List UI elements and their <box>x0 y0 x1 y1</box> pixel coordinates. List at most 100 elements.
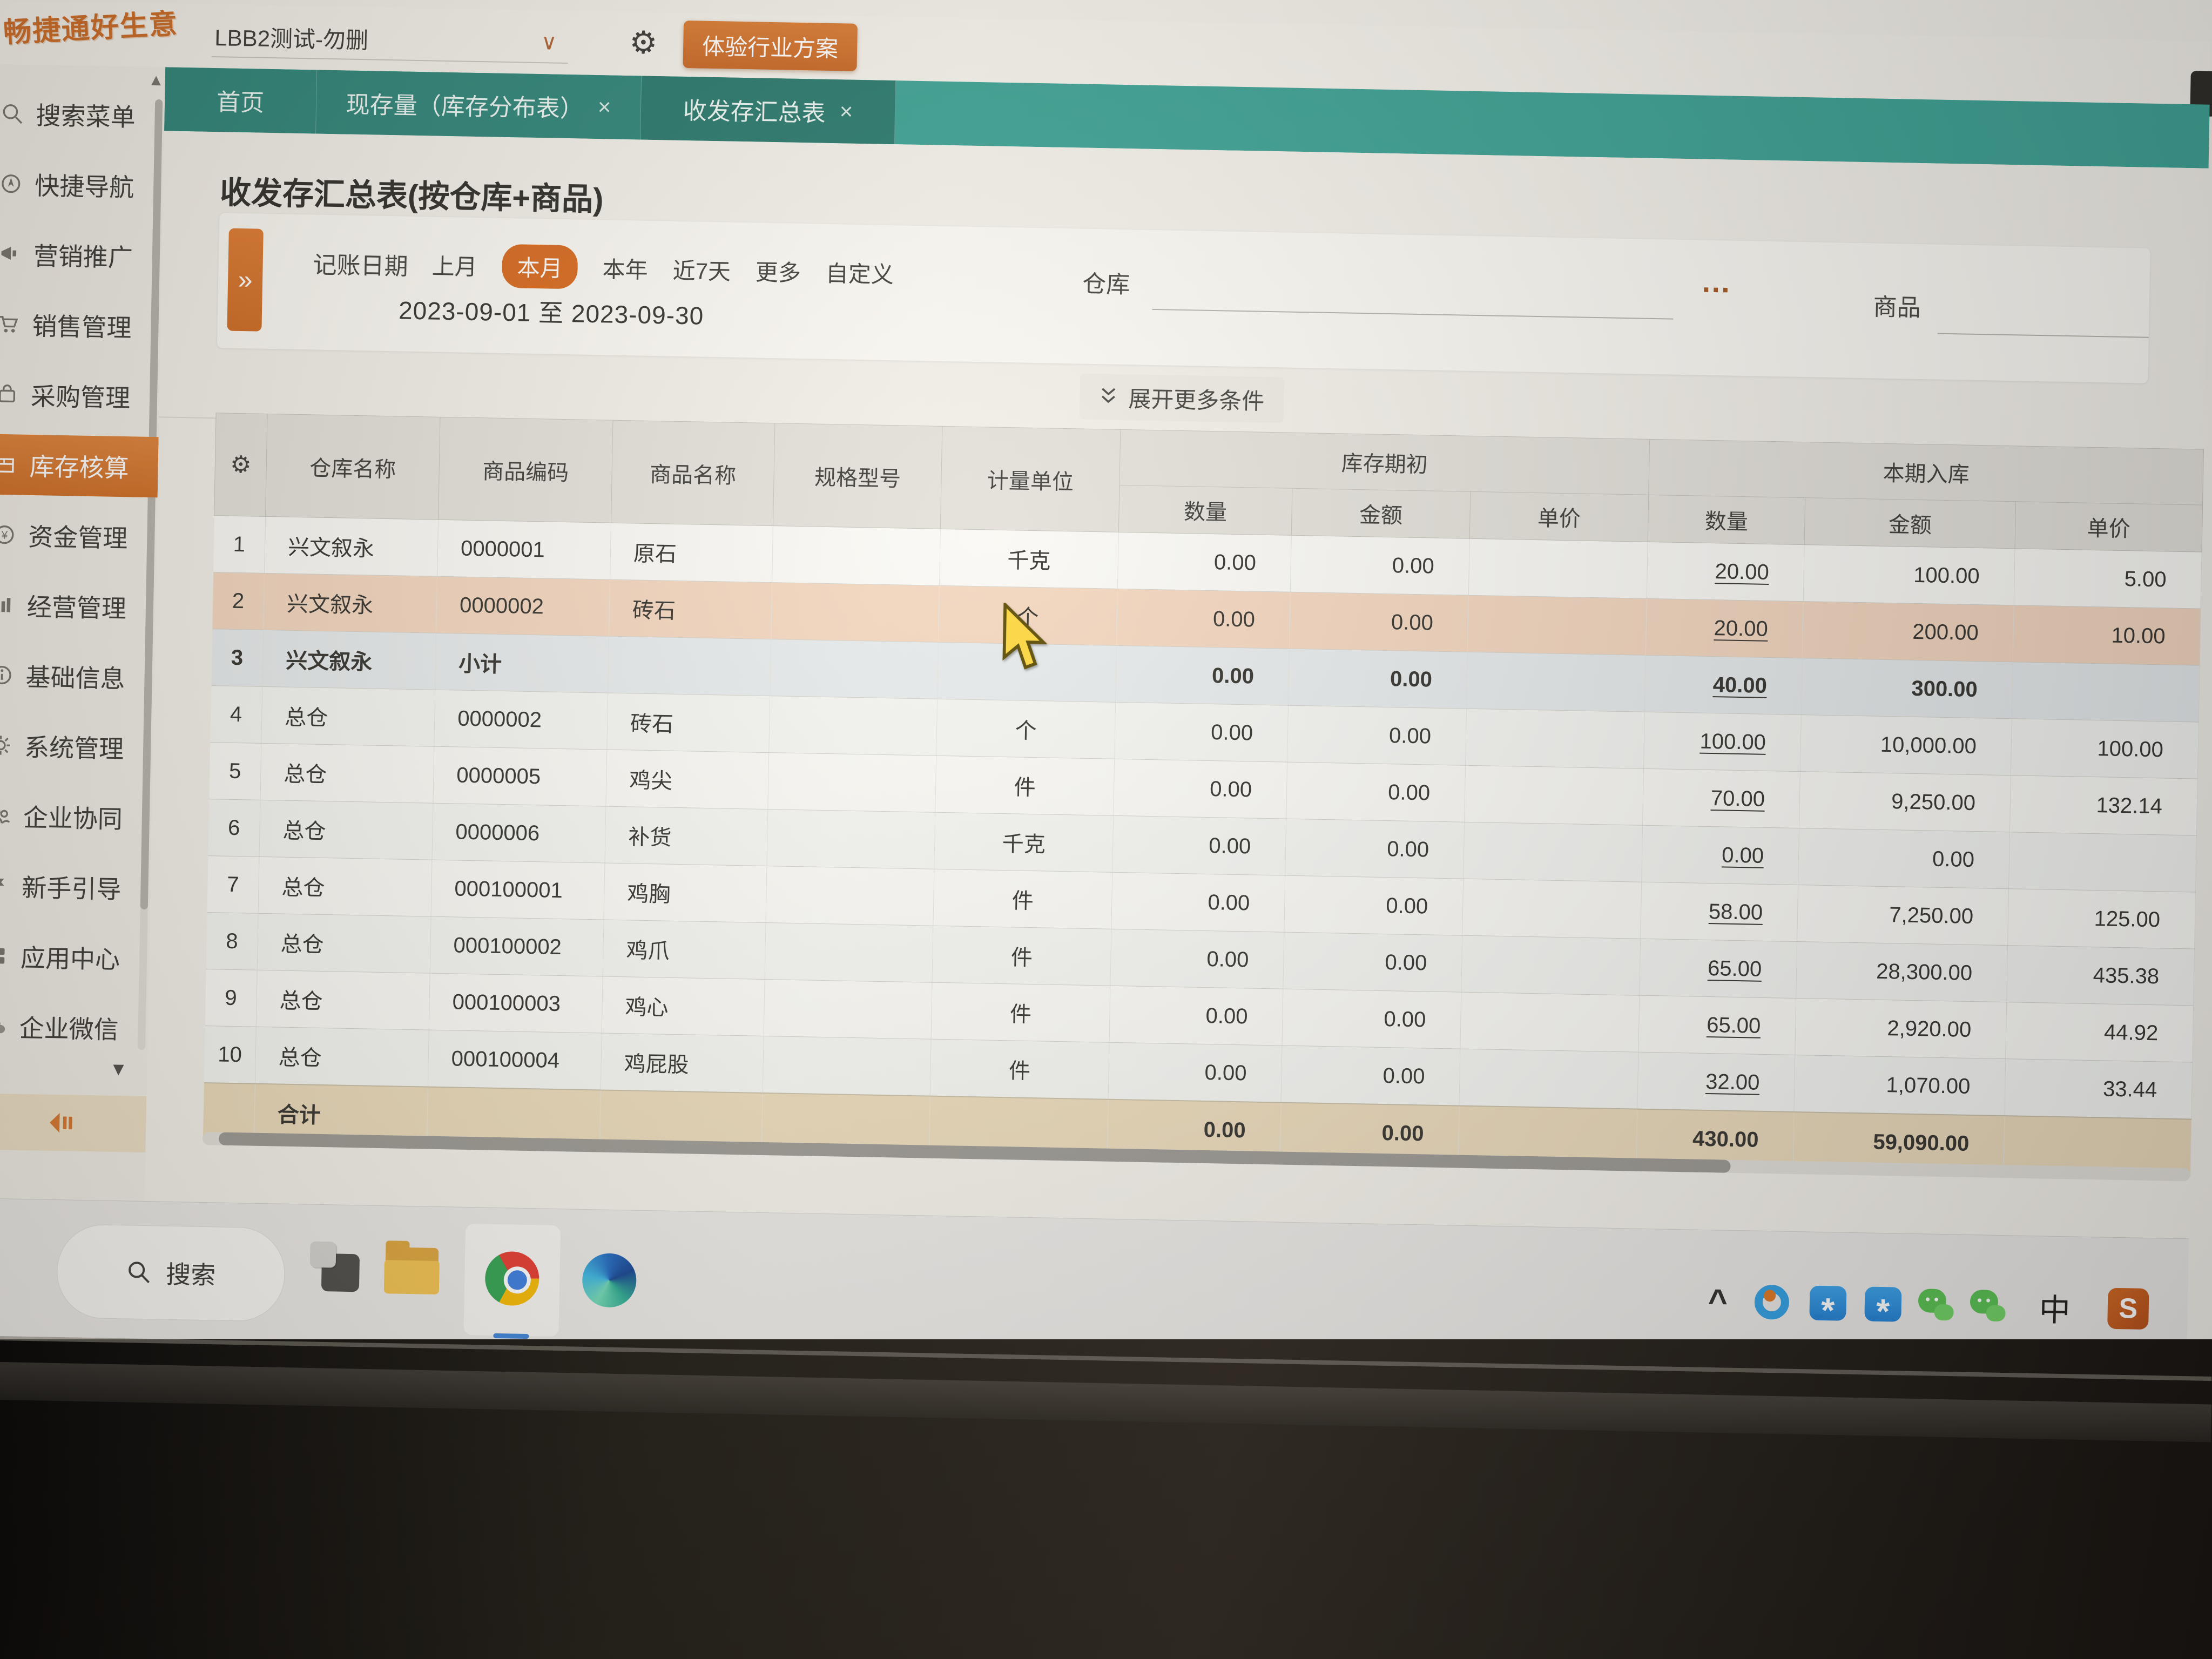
tab-1[interactable]: 现存量（库存分布表） × <box>316 70 642 140</box>
cell-name <box>608 636 771 696</box>
sidebar-item-3[interactable]: 销售管理 <box>0 289 161 362</box>
sidebar-item-0[interactable]: 搜索菜单 <box>0 78 165 152</box>
box-icon <box>0 453 18 477</box>
cell-begin_qty: 0.00 <box>1109 986 1283 1046</box>
cell-warehouse: 总仓 <box>257 913 431 974</box>
laptop-bezel <box>0 1339 2212 1659</box>
bag-icon <box>0 382 19 407</box>
cell-begin_amt: 0.00 <box>1288 649 1468 709</box>
sidebar-item-2[interactable]: 营销推广 <box>0 219 163 292</box>
sidebar-item-13[interactable]: 企业微信 <box>0 990 149 1064</box>
col-header-warehouse[interactable]: 仓库名称 <box>265 414 441 520</box>
date-option-3[interactable]: 近7天 <box>672 258 731 285</box>
in-qty-link[interactable]: 20.00 <box>1715 559 1770 584</box>
cell-begin_qty: 0.00 <box>1116 589 1291 649</box>
edge-button[interactable] <box>574 1242 645 1319</box>
expand-more-conditions-button[interactable]: 展开更多条件 <box>1079 373 1285 423</box>
col-header-unit[interactable]: 计量单位 <box>940 426 1121 532</box>
sidebar-item-4[interactable]: 采购管理 <box>0 359 160 433</box>
tray-chat-bubble-icon[interactable]: * <box>1800 1267 1856 1339</box>
filter-panel: » 记账日期 上月 本月 本年 近7天 更多 自定义 2023-09-01 至 2023-… <box>217 213 2150 383</box>
warehouse-picker-button[interactable]: … <box>1700 264 1735 299</box>
sidebar-item-12[interactable]: 应用中心 <box>0 920 150 994</box>
col-header-opening-amt[interactable]: 金额 <box>1291 488 1471 539</box>
collapse-sidebar-button[interactable] <box>0 1093 147 1153</box>
sidebar-item-label: 基础信息 <box>25 663 126 693</box>
gear-icon[interactable]: ⚙ <box>629 25 658 61</box>
sidebar-item-1[interactable]: 快捷导航 <box>0 149 164 222</box>
page-title: 收发存汇总表(按仓库+商品) <box>219 175 604 218</box>
col-header-code[interactable]: 商品编码 <box>438 417 613 523</box>
in-qty-link[interactable]: 70.00 <box>1710 786 1765 811</box>
taskbar-search[interactable]: 搜索 <box>56 1224 286 1322</box>
sidebar-item-11[interactable]: 新手引导 <box>0 850 151 923</box>
date-option-0[interactable]: 上月 <box>431 253 478 280</box>
sidebar-item-label: 销售管理 <box>32 312 132 342</box>
svg-text:¥: ¥ <box>1 529 8 542</box>
sidebar-scroll-down-icon[interactable]: ▼ <box>109 1058 128 1080</box>
cell-name: 鸡胸 <box>604 863 767 923</box>
in-qty-link[interactable]: 100.00 <box>1700 729 1766 754</box>
col-header-in-amt[interactable]: 金额 <box>1804 497 2016 549</box>
sidebar-item-5[interactable]: 库存核算 <box>0 434 159 498</box>
cell-warehouse: 总仓 <box>255 1027 429 1087</box>
col-header-name[interactable]: 商品名称 <box>611 420 775 526</box>
chrome-button[interactable] <box>475 1240 549 1317</box>
in-qty-link[interactable]: 32.00 <box>1705 1069 1760 1095</box>
col-header-opening-qty[interactable]: 数量 <box>1118 485 1292 536</box>
sidebar-item-8[interactable]: 基础信息 <box>0 640 155 713</box>
warehouse-input[interactable] <box>1152 265 1674 320</box>
in-qty-link[interactable]: 40.00 <box>1712 672 1768 698</box>
in-qty-link[interactable]: 20.00 <box>1714 616 1769 641</box>
sidebar-item-7[interactable]: 经营管理 <box>0 570 156 643</box>
date-option-5[interactable]: 自定义 <box>825 260 894 288</box>
cell-in_qty: 70.00 <box>1642 768 1800 828</box>
cell-in_price: 132.14 <box>2009 775 2198 836</box>
date-option-1[interactable]: 本月 <box>501 244 578 289</box>
ime-indicator[interactable]: 中 <box>2039 1292 2071 1328</box>
sogou-tray-icon[interactable]: S <box>2101 1273 2156 1339</box>
company-selector[interactable]: LBB2测试-勿删 ∨ <box>214 19 557 59</box>
group-header-opening: 库存期初 <box>1119 429 1650 495</box>
in-qty-link[interactable]: 65.00 <box>1706 1013 1761 1038</box>
search-icon <box>0 102 24 126</box>
trial-solution-button[interactable]: 体验行业方案 <box>683 20 858 71</box>
wechat-tray-icon-2[interactable] <box>1960 1271 2015 1339</box>
cell-unit: 千克 <box>934 812 1114 873</box>
sidebar-item-6[interactable]: ¥ 资金管理 <box>0 500 158 573</box>
cell-spec <box>764 979 932 1040</box>
file-explorer-button[interactable] <box>376 1238 448 1315</box>
tab-0[interactable]: 首页 <box>164 67 318 134</box>
col-header-in-qty[interactable]: 数量 <box>1648 495 1805 545</box>
tray-app-icon[interactable] <box>1744 1266 1799 1338</box>
in-qty-link[interactable]: 0.00 <box>1721 842 1764 868</box>
column-settings-icon[interactable]: ⚙ <box>230 451 252 478</box>
date-option-4[interactable]: 更多 <box>755 259 801 286</box>
cell-spec <box>767 752 936 813</box>
sidebar-item-9[interactable]: 系统管理 <box>0 710 153 783</box>
col-header-in-price[interactable]: 单价 <box>2015 501 2203 552</box>
cell-spec <box>763 1036 932 1096</box>
wechat-tray-icon[interactable] <box>1908 1270 1964 1339</box>
date-option-2[interactable]: 本年 <box>602 257 649 283</box>
in-qty-link[interactable]: 58.00 <box>1708 899 1763 925</box>
cell-begin_qty: 0.00 <box>1108 1042 1282 1103</box>
in-qty-link[interactable]: 65.00 <box>1707 956 1762 981</box>
product-input[interactable] <box>1937 289 2150 338</box>
collapse-filter-button[interactable]: » <box>227 228 264 332</box>
close-tab-icon[interactable]: × <box>839 98 853 124</box>
sidebar-item-10[interactable]: 企业协同 <box>0 780 152 853</box>
cell-name: 补货 <box>604 806 768 866</box>
cell-in_qty: 65.00 <box>1638 995 1796 1055</box>
tray-chevron-up-icon[interactable]: ^ <box>1708 1282 1728 1320</box>
collapse-sidebar-icon <box>50 1112 72 1133</box>
cell-no: 6 <box>208 799 260 857</box>
col-header-opening-price[interactable]: 单价 <box>1469 491 1649 542</box>
col-header-spec[interactable]: 规格型号 <box>773 423 942 529</box>
task-view-button[interactable] <box>299 1237 371 1313</box>
date-range-value[interactable]: 2023-09-01 至 2023-09-30 <box>398 296 704 330</box>
tab-2[interactable]: 收发存汇总表 × <box>640 76 896 145</box>
cell-no: 9 <box>205 969 258 1027</box>
close-tab-icon[interactable]: × <box>597 94 611 120</box>
tray-chat-bubble-icon-2[interactable]: * <box>1856 1269 1911 1339</box>
